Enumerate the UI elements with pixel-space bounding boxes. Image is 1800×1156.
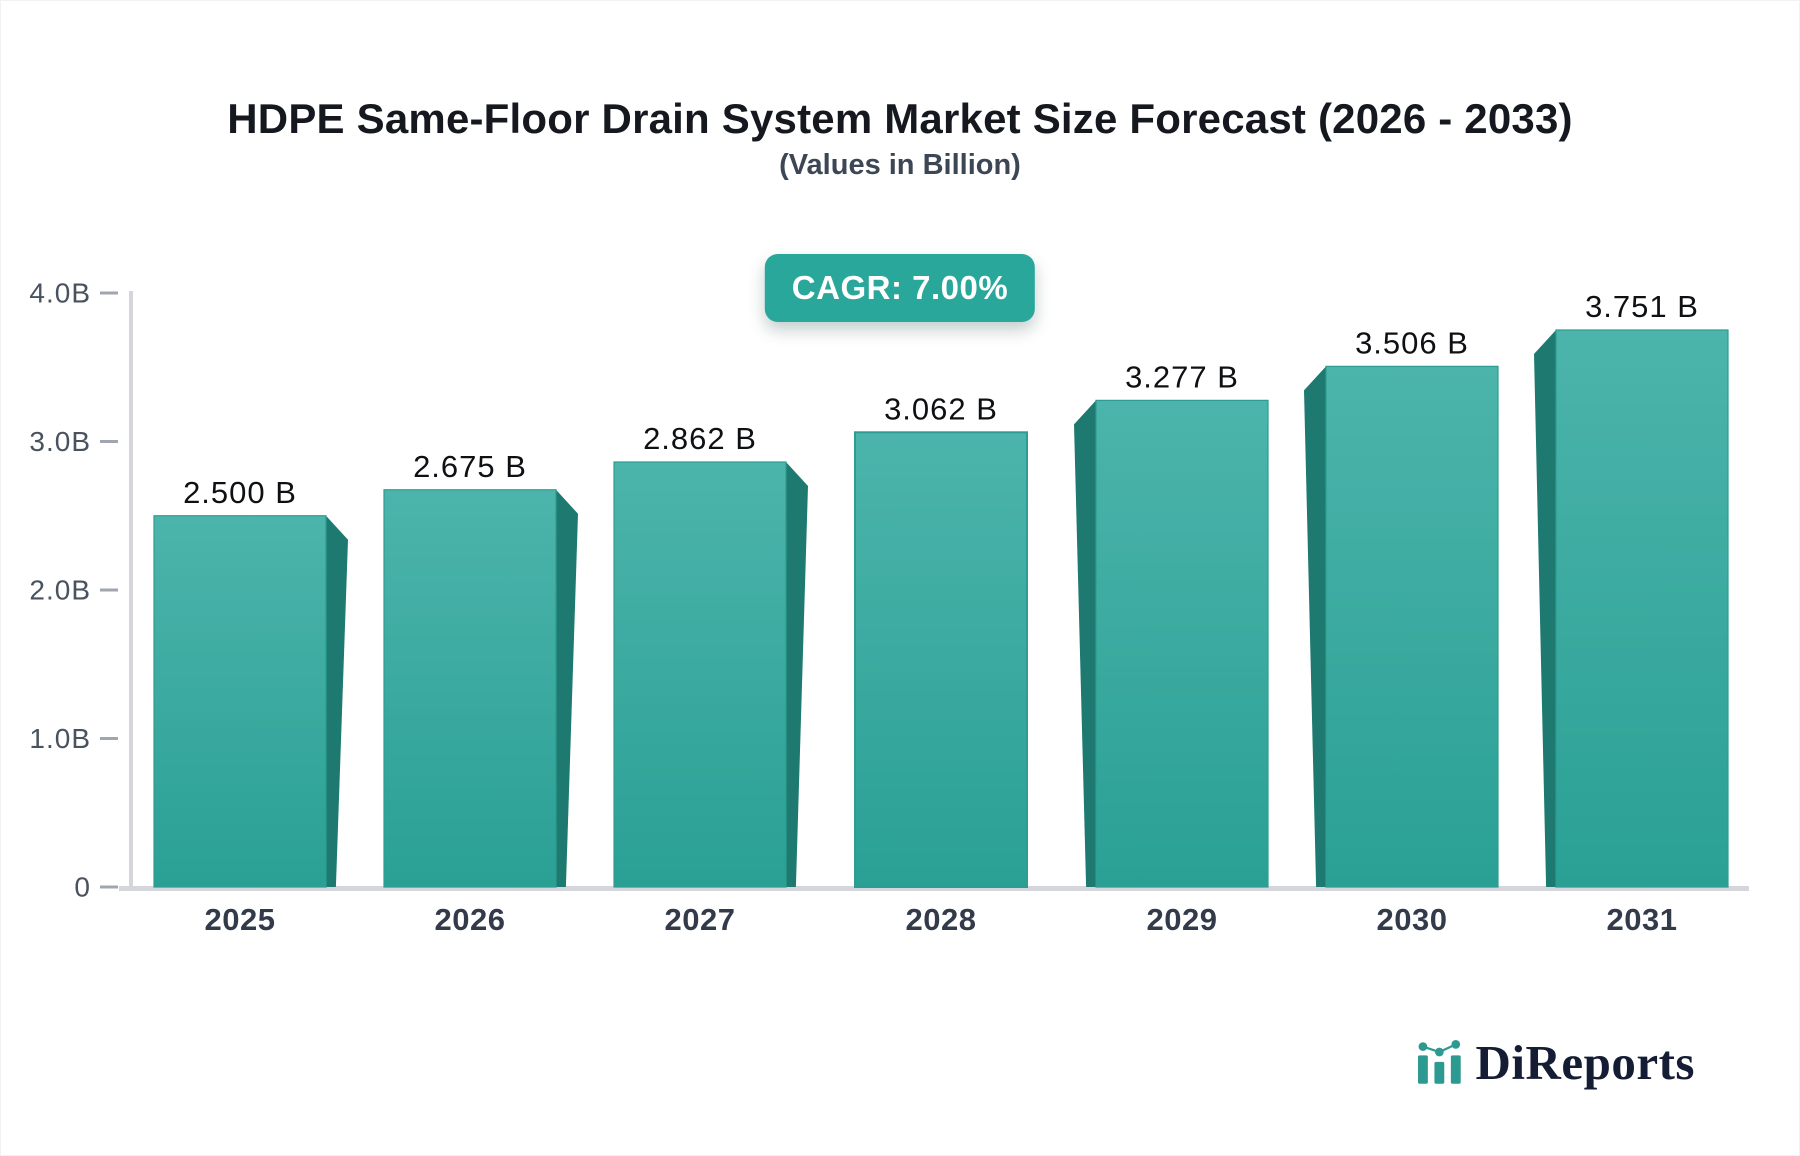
y-tick-dash — [100, 588, 118, 592]
bar-value-label: 3.062 B — [884, 391, 998, 426]
bar-value-label: 2.500 B — [183, 475, 297, 510]
y-tick-label: 3.0B — [29, 426, 91, 457]
bar-group: 2.675 B 2026 — [383, 449, 578, 937]
bar-group: 2.500 B 2025 — [153, 475, 348, 937]
logo-bar — [1451, 1054, 1462, 1084]
bar-side-face — [1074, 400, 1096, 887]
y-axis-line — [129, 291, 133, 890]
bar — [854, 431, 1028, 888]
x-tick-label: 2025 — [205, 902, 276, 937]
bar — [1555, 329, 1729, 888]
bar-side-face — [326, 515, 348, 887]
bar-value-label: 2.862 B — [643, 421, 757, 456]
y-tick-label: 4.0B — [29, 278, 91, 309]
x-tick-label: 2031 — [1607, 902, 1678, 937]
bar — [1095, 399, 1269, 888]
logo-text: DiReports — [1475, 1035, 1695, 1090]
bar-value-label: 3.277 B — [1125, 359, 1239, 394]
logo-bar — [1434, 1061, 1445, 1084]
bar-group: 3.751 B 2031 — [1534, 289, 1729, 937]
cagr-badge-label: CAGR: 7.00% — [791, 269, 1009, 306]
x-tick-label: 2026 — [435, 902, 506, 937]
logo-bars-icon — [1418, 1039, 1462, 1084]
x-tick-label: 2029 — [1147, 902, 1218, 937]
bar-value-label: 3.751 B — [1585, 289, 1699, 324]
logo: DiReports — [1415, 1034, 1695, 1091]
bar-group: 2.862 B 2027 — [613, 421, 808, 937]
x-tick-label: 2028 — [906, 902, 977, 937]
bar-value-label: 2.675 B — [413, 449, 527, 484]
y-tick-dash — [100, 885, 118, 889]
x-axis-line — [119, 886, 1749, 891]
x-tick-label: 2030 — [1377, 902, 1448, 937]
bar-group: 3.062 B 2028 — [854, 391, 1028, 937]
y-tick-label: 1.0B — [29, 723, 91, 754]
bar-side-face — [1534, 329, 1556, 887]
y-tick-dash — [100, 440, 118, 443]
bar — [153, 515, 327, 888]
bar — [1325, 365, 1499, 888]
logo-bar — [1418, 1054, 1429, 1084]
cagr-badge: CAGR: 7.00% — [764, 254, 1036, 322]
x-tick-label: 2027 — [665, 902, 736, 937]
bar-value-label: 3.506 B — [1355, 325, 1469, 360]
logo-dot — [1451, 1039, 1461, 1049]
y-tick-label: 0 — [74, 872, 91, 903]
bar — [613, 461, 787, 888]
bar-group: 3.277 B 2029 — [1074, 359, 1269, 937]
logo-dot — [1435, 1047, 1445, 1056]
bar-group: 3.506 B 2030 — [1304, 325, 1499, 937]
bar-side-face — [1304, 366, 1326, 887]
y-tick-dash — [100, 737, 118, 740]
y-tick-label: 2.0B — [29, 575, 91, 606]
logo-dot — [1419, 1041, 1428, 1051]
bar-side-face — [556, 489, 578, 887]
bar-side-face — [786, 461, 808, 887]
bar — [383, 489, 557, 888]
y-tick-dash — [100, 291, 118, 295]
chart-title: HDPE Same-Floor Drain System Market Size… — [227, 95, 1573, 142]
chart-subtitle: (Values in Billion) — [779, 149, 1021, 181]
